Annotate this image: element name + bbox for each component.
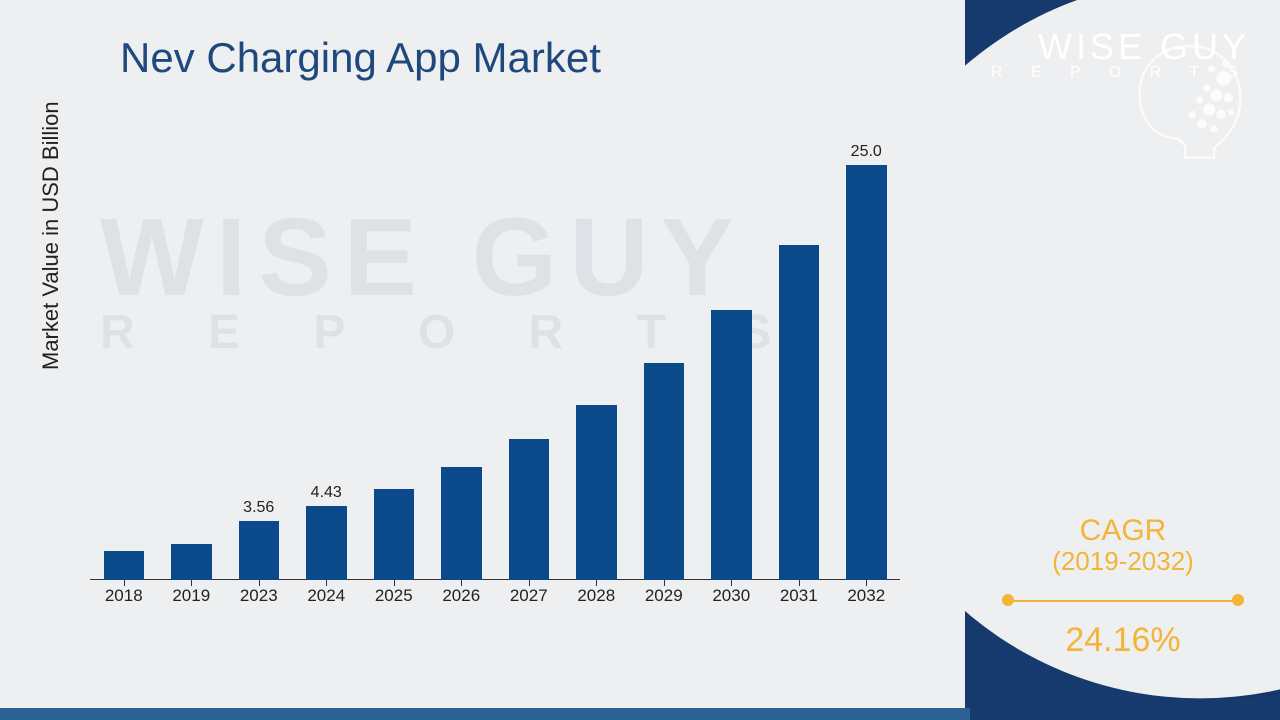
bar [171,544,212,580]
bar-value-label: 3.56 [239,499,280,517]
bar [509,439,550,580]
cagr-title: CAGR [988,514,1258,548]
x-tick-mark [866,580,867,586]
x-tick-label: 2018 [105,586,143,606]
x-tick-label: 2026 [442,586,480,606]
bar [711,310,752,580]
bar: 4.43 [306,506,347,580]
x-tick-label: 2023 [240,586,278,606]
x-tick-label: 2024 [307,586,345,606]
x-tick-mark [799,580,800,586]
x-tick-mark [529,580,530,586]
x-tick-mark [596,580,597,586]
x-tick-label: 2030 [712,586,750,606]
bar: 25.0 [846,165,887,580]
bar-value-label: 25.0 [846,143,887,161]
cagr-sep-dot-right [1232,594,1244,606]
cagr-value: 24.16% [988,621,1258,660]
x-tick-mark [326,580,327,586]
bar-value-label: 4.43 [306,484,347,502]
x-tick-mark [461,580,462,586]
x-tick-mark [124,580,125,586]
bar [441,467,482,580]
cagr-period: (2019-2032) [988,546,1258,577]
brand-logo: WISE GUY R E P O R T S [991,26,1250,82]
x-tick-mark [394,580,395,586]
cagr-sep-line [1008,600,1238,602]
x-tick-mark [731,580,732,586]
x-tick-label: 2027 [510,586,548,606]
x-tick-label: 2032 [847,586,885,606]
bar-chart: 201820193.5620234.4320242025202620272028… [90,140,900,580]
brand-head-icon [1130,40,1250,160]
chart-title: Nev Charging App Market [120,34,601,82]
bottom-accent-bar [0,708,970,720]
bar [374,489,415,580]
x-tick-label: 2025 [375,586,413,606]
bar [644,363,685,580]
bar [576,405,617,580]
y-axis-label: Market Value in USD Billion [38,101,64,370]
cagr-block: CAGR (2019-2032) 24.16% [988,514,1258,660]
x-tick-label: 2031 [780,586,818,606]
cagr-sep-dot-left [1002,594,1014,606]
x-tick-mark [191,580,192,586]
x-tick-label: 2019 [172,586,210,606]
bar [779,245,820,580]
cagr-separator [988,589,1258,611]
x-tick-mark [664,580,665,586]
x-tick-label: 2029 [645,586,683,606]
stage: WISE GUY R E P O R T S WISE GUY R E P O … [0,0,1280,720]
x-tick-label: 2028 [577,586,615,606]
bar: 3.56 [239,521,280,580]
x-tick-mark [259,580,260,586]
bar [104,551,145,580]
